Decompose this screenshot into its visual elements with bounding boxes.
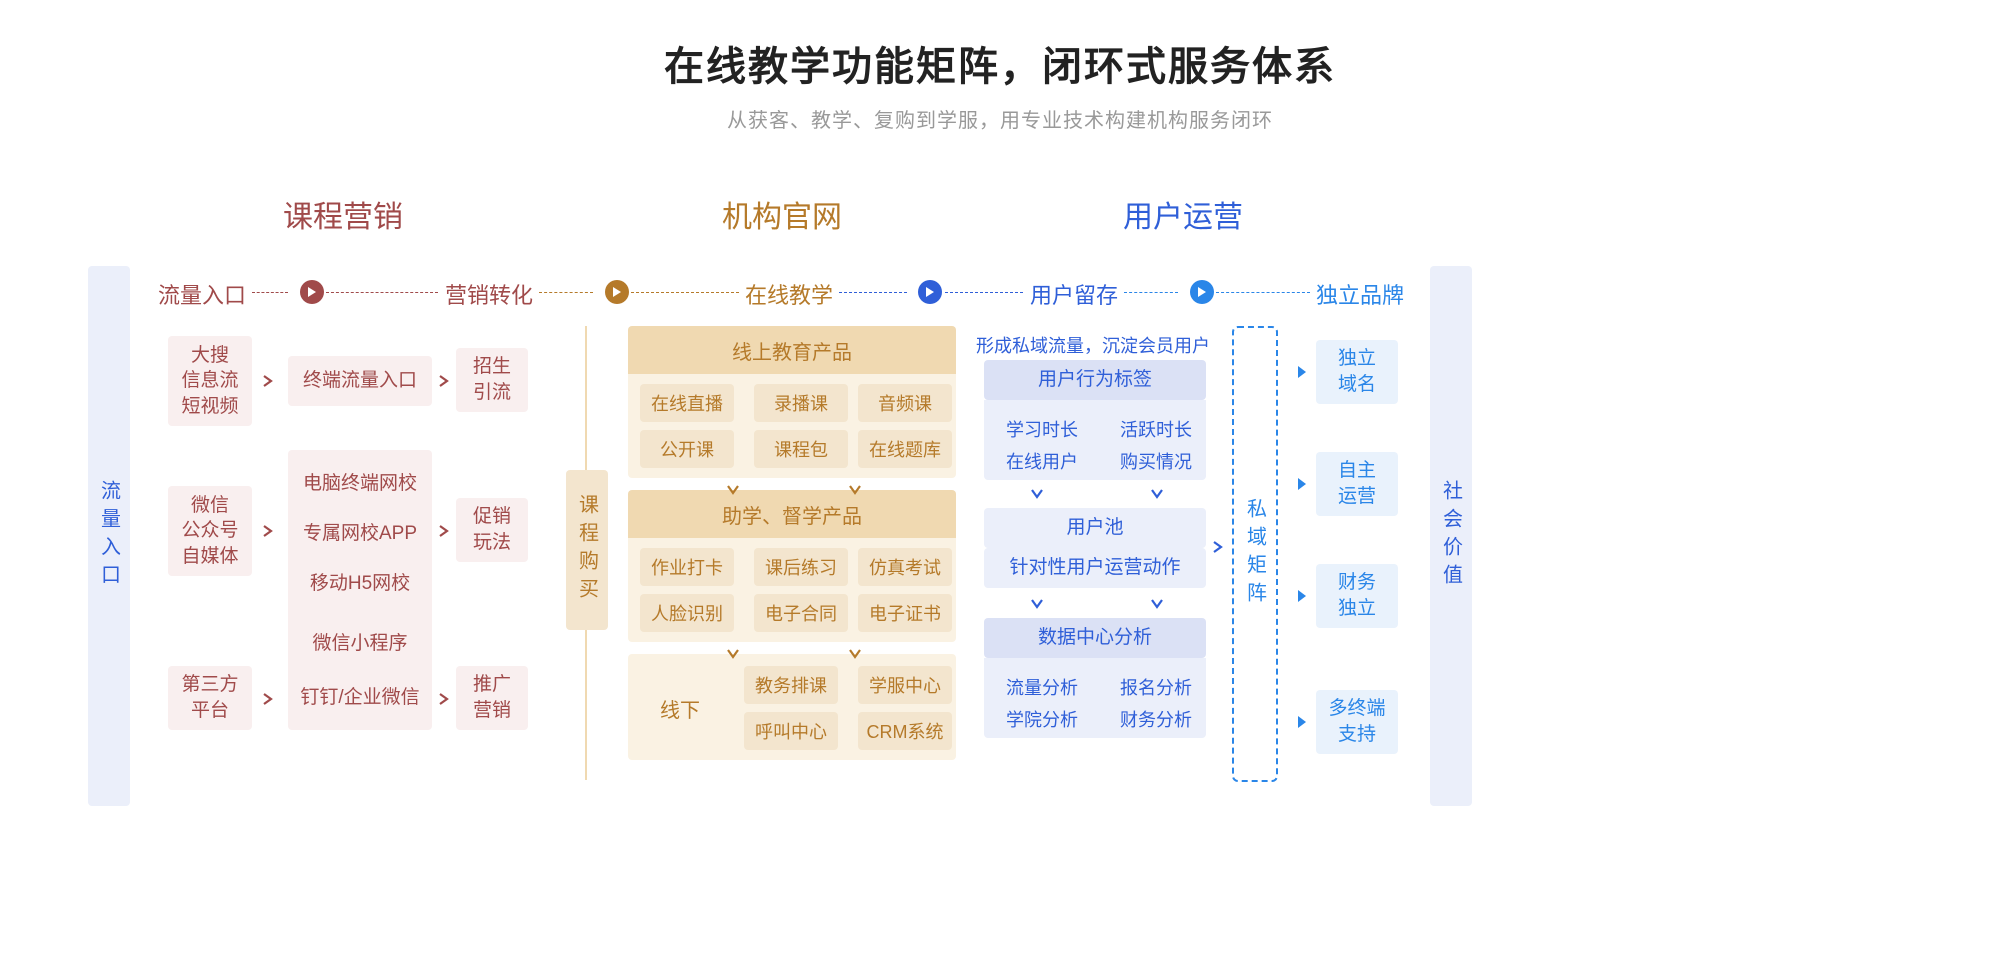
section-header-1: 机构官网 bbox=[722, 192, 842, 236]
pillar-dash-label: 私域矩阵 bbox=[1241, 498, 1270, 610]
play-icon-0 bbox=[300, 280, 324, 304]
stage-label-3: 用户留存 bbox=[1030, 278, 1118, 310]
stage-line-3 bbox=[631, 292, 739, 293]
userops-label3-2: 学院分析 bbox=[1006, 706, 1078, 732]
stage-line-4 bbox=[839, 292, 907, 293]
pillar-dash: 私域矩阵 bbox=[1232, 326, 1278, 782]
userops-box2: 用户池 bbox=[984, 508, 1206, 548]
panel2-chip-1: 课后练习 bbox=[754, 548, 848, 586]
panel2-chip-4: 电子合同 bbox=[754, 594, 848, 632]
panel3-chip-1: 学服中心 bbox=[858, 666, 952, 704]
panel1-head: 线上教育产品 bbox=[628, 326, 956, 374]
panel2-chip-2: 仿真考试 bbox=[858, 548, 952, 586]
panel1-chip-1: 录播课 bbox=[754, 384, 848, 422]
section-header-2: 用户运营 bbox=[1123, 192, 1243, 236]
panel3-chip-0: 教务排课 bbox=[744, 666, 838, 704]
pillar-mid: 课程购买 bbox=[566, 470, 608, 630]
brand-box-1: 自主 运营 bbox=[1316, 452, 1398, 516]
brown-down-chev-3 bbox=[848, 644, 862, 665]
userops-label1-3: 购买情况 bbox=[1120, 448, 1192, 474]
userops-header-note: 形成私域流量，沉淀会员用户 bbox=[976, 332, 1210, 358]
userops-label3-3: 财务分析 bbox=[1120, 706, 1192, 732]
col3-box-2: 推广 营销 bbox=[456, 666, 528, 730]
col3-box-0: 招生 引流 bbox=[456, 348, 528, 412]
col1-box-1: 微信 公众号 自媒体 bbox=[168, 486, 252, 576]
red-chev-2 bbox=[262, 692, 274, 706]
panel1-chip-2: 音频课 bbox=[858, 384, 952, 422]
red-chev-0 bbox=[262, 374, 274, 388]
red-chev-4 bbox=[438, 524, 450, 538]
stage-label-1: 营销转化 bbox=[445, 278, 533, 310]
red-chev-1 bbox=[262, 524, 274, 538]
panel2-head: 助学、督学产品 bbox=[628, 490, 956, 538]
pillar-left: 流量入口 bbox=[88, 266, 130, 806]
col1-box-0: 大搜 信息流 短视频 bbox=[168, 336, 252, 426]
brand-caret-2 bbox=[1296, 588, 1308, 609]
col3-box-1: 促销 玩法 bbox=[456, 498, 528, 562]
brand-caret-1 bbox=[1296, 476, 1308, 497]
stage-line-2 bbox=[539, 292, 593, 293]
pillar-right: 社会价值 bbox=[1430, 266, 1472, 806]
brown-down-chev-2 bbox=[726, 644, 740, 665]
userops-right-chev bbox=[1212, 540, 1224, 554]
panel1-chip-4: 课程包 bbox=[754, 430, 848, 468]
brown-down-chev-0 bbox=[726, 480, 740, 501]
panel1-chip-5: 在线题库 bbox=[858, 430, 952, 468]
panel1-chip-0: 在线直播 bbox=[640, 384, 734, 422]
userops-box2b: 针对性用户运营动作 bbox=[984, 548, 1206, 588]
col2-box-5: 钉钉/企业微信 bbox=[288, 676, 432, 720]
stage-label-2: 在线教学 bbox=[745, 278, 833, 310]
stage-line-7 bbox=[1216, 292, 1310, 293]
pillar-right-label: 社会价值 bbox=[1437, 480, 1466, 592]
col2-box-1: 电脑终端网校 bbox=[288, 462, 432, 506]
userops-down-chev-2 bbox=[1030, 594, 1044, 615]
pillar-left-label: 流量入口 bbox=[95, 480, 124, 592]
section-header-0: 课程营销 bbox=[283, 192, 403, 236]
brand-box-3: 多终端 支持 bbox=[1316, 690, 1398, 754]
page-title: 在线教学功能矩阵，闭环式服务体系 bbox=[0, 34, 2000, 92]
stage-line-6 bbox=[1124, 292, 1178, 293]
panel2-chip-5: 电子证书 bbox=[858, 594, 952, 632]
userops-box3: 数据中心分析 bbox=[984, 618, 1206, 658]
panel3-chip-2: 呼叫中心 bbox=[744, 712, 838, 750]
brown-down-chev-1 bbox=[848, 480, 862, 501]
userops-label3-1: 报名分析 bbox=[1120, 674, 1192, 700]
brand-caret-0 bbox=[1296, 364, 1308, 385]
brand-box-2: 财务 独立 bbox=[1316, 564, 1398, 628]
play-icon-2 bbox=[918, 280, 942, 304]
col2-box-4: 微信小程序 bbox=[288, 622, 432, 666]
userops-label1-1: 活跃时长 bbox=[1120, 416, 1192, 442]
brand-box-0: 独立 域名 bbox=[1316, 340, 1398, 404]
col1-box-2: 第三方 平台 bbox=[168, 666, 252, 730]
userops-label1-2: 在线用户 bbox=[1006, 448, 1078, 474]
page-subtitle: 从获客、教学、复购到学服，用专业技术构建机构服务闭环 bbox=[0, 104, 2000, 133]
pillar-mid-label: 课程购买 bbox=[573, 494, 602, 606]
stage-line-5 bbox=[945, 292, 1023, 293]
panel1-chip-3: 公开课 bbox=[640, 430, 734, 468]
panel2-chip-3: 人脸识别 bbox=[640, 594, 734, 632]
play-icon-1 bbox=[605, 280, 629, 304]
red-chev-3 bbox=[438, 374, 450, 388]
userops-down-chev-1 bbox=[1150, 484, 1164, 505]
col2-box-3: 移动H5网校 bbox=[288, 562, 432, 606]
stage-label-0: 流量入口 bbox=[158, 278, 246, 310]
userops-down-chev-3 bbox=[1150, 594, 1164, 615]
col2-box-2: 专属网校APP bbox=[288, 512, 432, 556]
play-icon-3 bbox=[1190, 280, 1214, 304]
panel2-chip-0: 作业打卡 bbox=[640, 548, 734, 586]
red-chev-5 bbox=[438, 692, 450, 706]
panel3-chip-3: CRM系统 bbox=[858, 712, 952, 750]
userops-label3-0: 流量分析 bbox=[1006, 674, 1078, 700]
userops-down-chev-0 bbox=[1030, 484, 1044, 505]
stage-line-1 bbox=[326, 292, 438, 293]
userops-box1: 用户行为标签 bbox=[984, 360, 1206, 400]
panel3-side-label: 线下 bbox=[660, 694, 700, 723]
brand-caret-3 bbox=[1296, 714, 1308, 735]
col2-box-0: 终端流量入口 bbox=[288, 356, 432, 406]
stage-label-4: 独立品牌 bbox=[1316, 278, 1404, 310]
userops-label1-0: 学习时长 bbox=[1006, 416, 1078, 442]
stage-line-0 bbox=[252, 292, 288, 293]
